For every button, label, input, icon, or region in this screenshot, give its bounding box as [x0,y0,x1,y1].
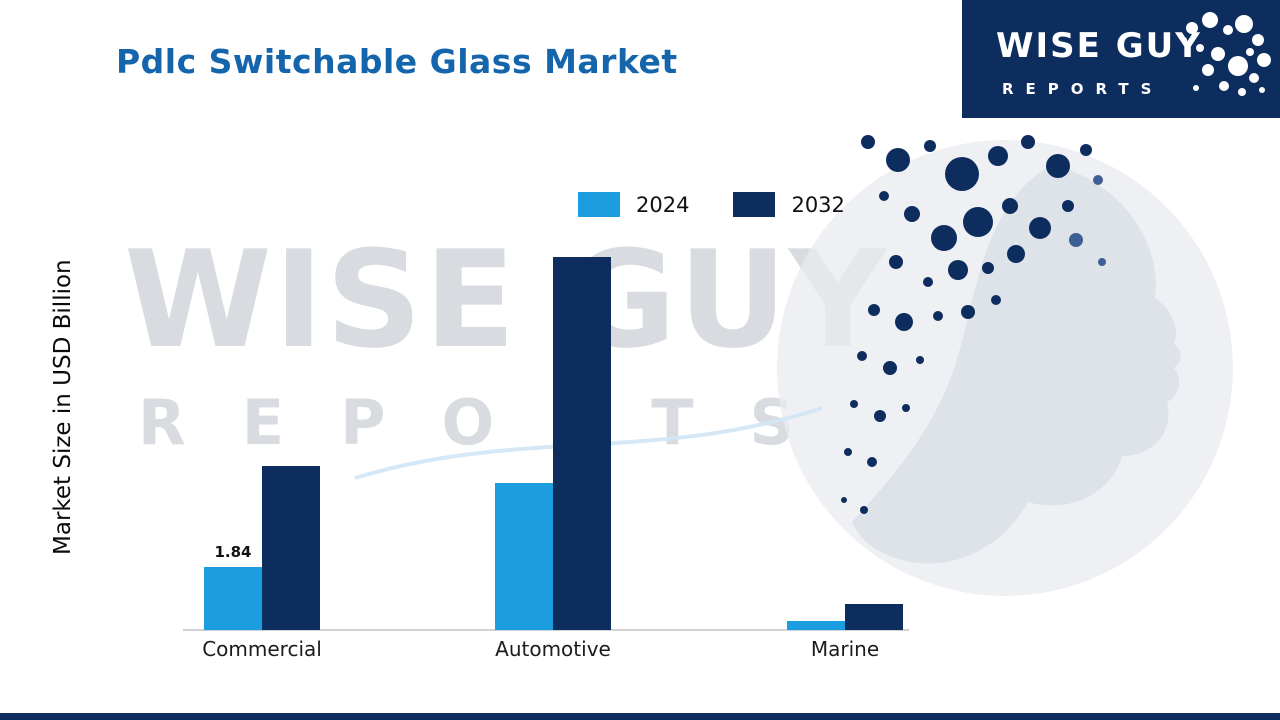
x-axis-line [183,629,909,631]
face-silhouette [852,165,1181,564]
y-axis-label: Market Size in USD Billion [50,259,76,555]
watermark-reports-text: REPORTS [138,386,851,459]
category-label-marine: Marine [810,637,880,661]
chart-legend: 2024 2032 [578,192,845,217]
bar-value-label-commercial-2024: 1.84 [214,543,252,562]
category-label-commercial: Commercial [202,637,322,661]
legend-label-2032: 2032 [791,192,845,217]
legend-swatch-2024 [578,192,620,217]
bar-marine-2032 [845,604,903,630]
bottom-accent-strip [0,713,1280,720]
legend-item-2024: 2024 [578,192,689,217]
wiseguy-logo-block: WISE GUY REPORTS [962,0,1280,118]
logo-head-dots-icon [1181,12,1271,96]
legend-label-2024: 2024 [636,192,690,217]
category-label-automotive: Automotive [495,637,611,661]
bar-automotive-2024 [495,482,553,630]
bar-commercial-2024 [204,567,262,630]
legend-swatch-2032 [733,192,776,217]
legend-item-2032: 2032 [733,192,845,217]
bar-commercial-2032 [262,465,320,630]
page-title: Pdlc Switchable Glass Market [116,42,678,81]
logo-head-dot-cluster [1181,12,1271,96]
logo-wiseguy-text: WISE GUY [996,26,1202,66]
watermark-wiseguy-text: WISE GUY [124,222,889,378]
logo-reports-text: REPORTS [1002,80,1164,98]
